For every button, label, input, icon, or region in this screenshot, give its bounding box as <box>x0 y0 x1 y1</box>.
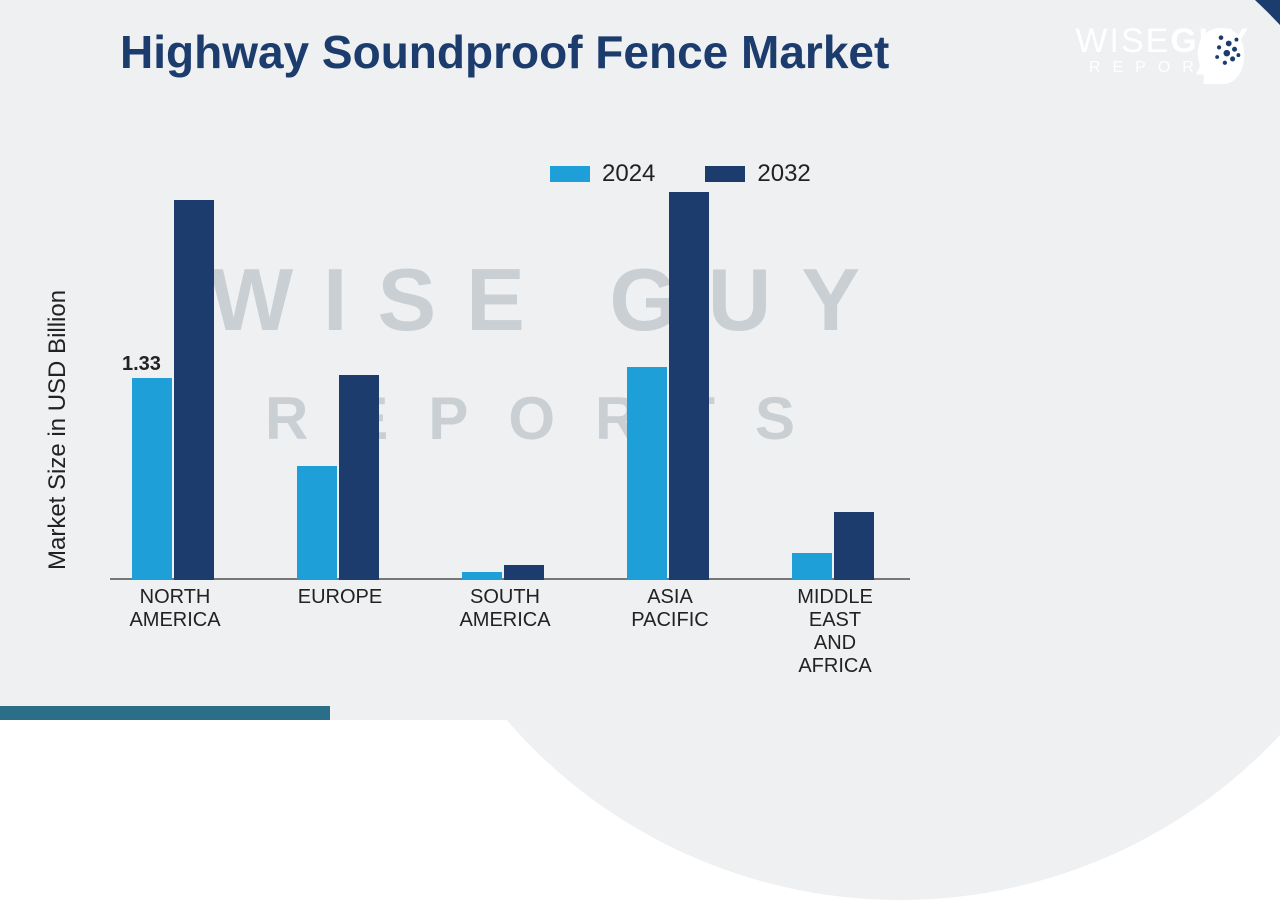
bar-2032-eu <box>339 375 379 580</box>
category-label-sa: SOUTH AMERICA <box>459 580 550 632</box>
legend-item-2032: 2032 <box>705 160 810 188</box>
head-icon <box>1192 26 1250 88</box>
legend-swatch-2032 <box>705 166 745 182</box>
plot-area: 1.33NORTH AMERICAEUROPESOUTH AMERICAASIA… <box>110 200 910 580</box>
bar-2032-na <box>174 200 214 580</box>
bar-2024-sa <box>462 572 502 580</box>
bar-2024-ap <box>627 367 667 580</box>
value-label-na: 1.33 <box>122 353 161 376</box>
legend: 2024 2032 <box>550 160 811 188</box>
bar-2024-eu <box>297 466 337 580</box>
category-label-ap: ASIA PACIFIC <box>631 580 708 632</box>
legend-item-2024: 2024 <box>550 160 655 188</box>
bar-2032-mea <box>834 512 874 580</box>
stage: WISE GUY REPORTS Highway Soundproof Fenc… <box>0 0 1280 720</box>
category-label-eu: EUROPE <box>298 580 382 609</box>
bar-2024-mea <box>792 553 832 580</box>
brand-name-1: WISE <box>1075 22 1170 60</box>
chart-title: Highway Soundproof Fence Market <box>120 25 889 79</box>
footer-accent-bar <box>0 706 330 720</box>
bar-2032-sa <box>504 565 544 580</box>
legend-swatch-2024 <box>550 166 590 182</box>
bar-2024-na <box>132 378 172 580</box>
brand-logo: WISEGUY REPORTS <box>1075 22 1250 77</box>
category-label-na: NORTH AMERICA <box>129 580 220 632</box>
category-label-mea: MIDDLE EAST AND AFRICA <box>797 580 873 678</box>
bar-2032-ap <box>669 192 709 580</box>
legend-label-2032: 2032 <box>757 160 810 188</box>
legend-label-2024: 2024 <box>602 160 655 188</box>
y-axis-label: Market Size in USD Billion <box>44 290 72 570</box>
